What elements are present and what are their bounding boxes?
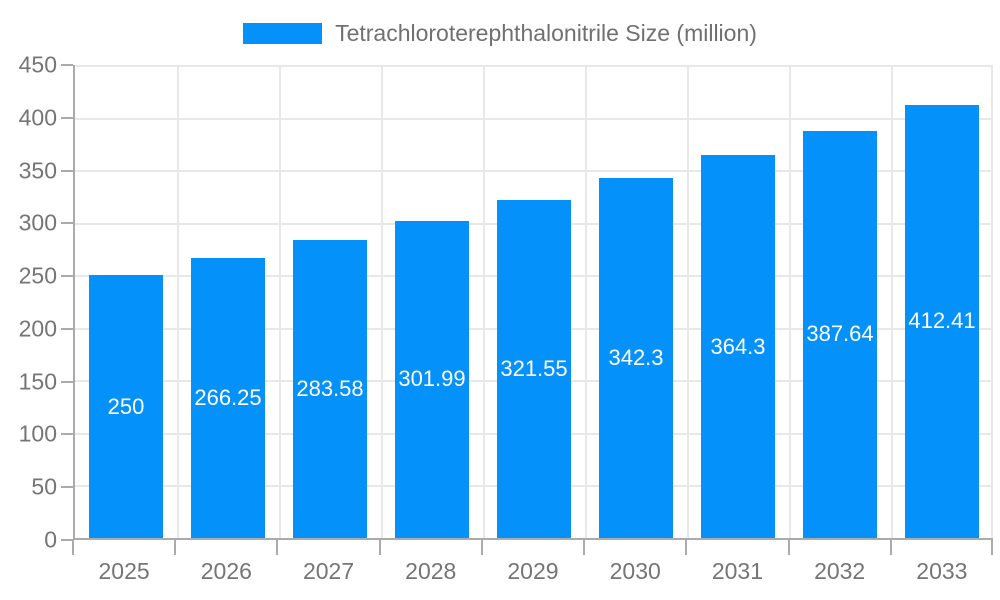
x-tick-mark <box>685 540 688 555</box>
y-tick-mark <box>61 380 73 383</box>
vertical-gridline <box>483 65 485 538</box>
x-tick-label: 2032 <box>814 557 866 584</box>
y-tick-mark <box>61 486 73 489</box>
bar-value-label: 342.3 <box>608 345 664 371</box>
x-tick-mark <box>583 540 586 555</box>
y-tick-mark <box>61 275 73 278</box>
bar-group: 283.58 <box>279 65 381 538</box>
y-tick-mark <box>61 116 73 119</box>
bar[interactable]: 342.3 <box>599 178 673 538</box>
y-axis-ticks <box>61 64 73 541</box>
bar-value-label: 321.55 <box>500 356 568 381</box>
x-tick-label: 2031 <box>711 557 764 584</box>
bar-value-label: 387.64 <box>806 321 874 347</box>
y-tick-mark <box>61 327 73 330</box>
bar-value-label: 250 <box>107 393 145 419</box>
horizontal-gridline <box>75 170 993 173</box>
y-tick-label: 300 <box>18 209 57 236</box>
x-tick-label: 2026 <box>200 557 252 584</box>
vertical-gridline <box>789 65 791 538</box>
bar-group: 342.3 <box>585 65 687 538</box>
bar-group: 387.64 <box>789 65 891 538</box>
vertical-gridline <box>177 65 179 538</box>
y-tick-label: 250 <box>18 262 57 289</box>
x-tick-mark <box>72 540 74 555</box>
y-tick-mark <box>61 539 73 541</box>
y-tick-label: 0 <box>44 526 57 553</box>
y-tick-mark <box>61 222 73 225</box>
y-tick-label: 100 <box>18 420 57 447</box>
x-tick-mark <box>480 540 483 555</box>
bar[interactable]: 266.25 <box>191 258 265 538</box>
x-tick-label: 2033 <box>916 557 968 584</box>
x-tick-label: 2028 <box>405 557 457 584</box>
y-tick-mark <box>61 433 73 436</box>
vertical-gridline <box>585 65 587 538</box>
bar-group: 301.99 <box>381 65 483 538</box>
bar-group: 250 <box>75 65 177 538</box>
x-tick-label: 2025 <box>98 557 150 584</box>
bar[interactable]: 301.99 <box>394 220 469 538</box>
y-tick-label: 200 <box>18 315 57 342</box>
y-tick-label: 350 <box>18 157 57 184</box>
y-tick-mark <box>61 64 73 66</box>
y-tick-mark <box>61 169 73 172</box>
bar-group: 412.41 <box>891 65 993 538</box>
legend-color-swatch <box>243 22 323 44</box>
bar[interactable]: 321.55 <box>497 200 571 538</box>
x-tick-mark <box>889 540 892 555</box>
legend-item[interactable]: Tetrachloroterephthalonitrile Size (mill… <box>0 20 1000 46</box>
x-axis-labels: 2025 2026 2027 2028 2029 2030 2031 2032 2033 <box>73 555 993 587</box>
horizontal-gridline <box>75 117 993 120</box>
bar-group: 266.25 <box>177 65 279 538</box>
x-tick-label: 2030 <box>609 557 661 584</box>
bar[interactable]: 283.58 <box>293 239 367 538</box>
bar-value-label: 301.99 <box>398 366 466 392</box>
horizontal-gridline <box>75 65 993 67</box>
x-tick-mark <box>787 540 790 555</box>
x-tick-label: 2029 <box>507 557 559 584</box>
vertical-gridline <box>991 65 993 538</box>
bar[interactable]: 364.3 <box>700 155 775 538</box>
bar-value-label: 412.41 <box>908 308 976 334</box>
plot-area: 250 266.25 283.58 301.99 321.55 342.3 364.3 387… <box>73 65 993 540</box>
bar-group: 364.3 <box>687 65 789 538</box>
x-tick-mark <box>378 540 381 555</box>
y-tick-label: 150 <box>18 368 57 395</box>
bar[interactable]: 412.41 <box>905 104 979 538</box>
bar[interactable]: 387.64 <box>803 130 877 538</box>
vertical-gridline <box>891 65 893 538</box>
y-tick-label: 400 <box>18 104 57 131</box>
x-axis-ticks <box>72 540 993 555</box>
y-axis-labels: 0 50 100 150 200 250 300 350 400 450 <box>0 52 57 553</box>
vertical-gridline <box>686 65 689 538</box>
bar-group: 321.55 <box>483 65 585 538</box>
bar-value-label: 364.3 <box>710 333 766 359</box>
bar[interactable]: 250 <box>89 275 163 538</box>
x-tick-mark <box>991 540 993 555</box>
legend-label: Tetrachloroterephthalonitrile Size (mill… <box>335 20 757 46</box>
bar-value-label: 283.58 <box>296 375 364 401</box>
y-tick-label: 50 <box>31 473 57 500</box>
x-tick-label: 2027 <box>302 557 355 584</box>
x-tick-mark <box>276 540 279 555</box>
x-tick-mark <box>174 540 177 555</box>
vertical-gridline <box>380 65 383 538</box>
vertical-gridline <box>279 65 281 538</box>
y-tick-label: 450 <box>18 51 57 78</box>
bar-value-label: 266.25 <box>194 385 262 411</box>
